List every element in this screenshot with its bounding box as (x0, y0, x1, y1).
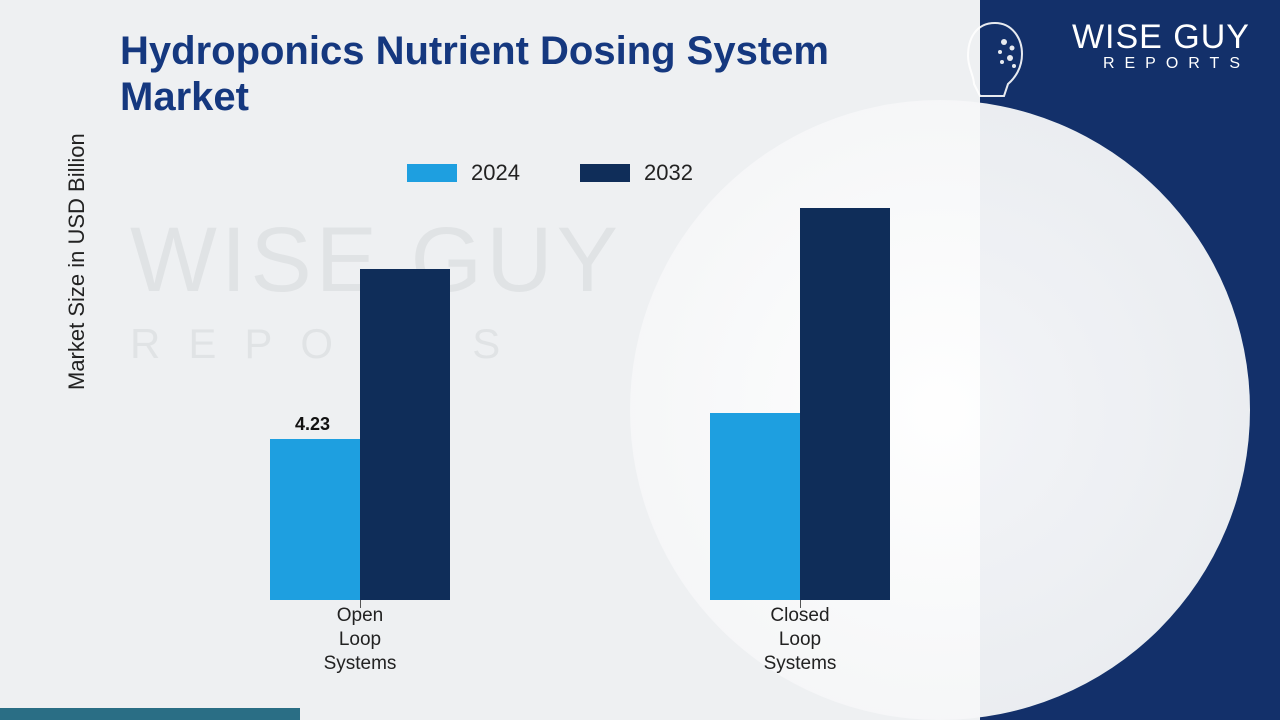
chart-area: 2024 2032 4.23 OpenLoopSystems ClosedLoo… (140, 160, 960, 640)
brand-logo-line2: REPORTS (1072, 55, 1250, 73)
accent-bar (0, 708, 300, 720)
bar-value-label: 4.23 (295, 414, 330, 435)
brand-logo-line1: WISE GUY (1072, 18, 1250, 57)
plot-area: 4.23 (140, 200, 960, 600)
legend-label-2024: 2024 (471, 160, 520, 186)
bar-2024-1 (710, 413, 800, 600)
brand-logo: WISE GUY REPORTS (1072, 18, 1250, 73)
brand-head-icon (960, 18, 1030, 98)
x-axis-labels: OpenLoopSystems ClosedLoopSystems (140, 604, 960, 684)
legend-swatch-2032 (580, 164, 630, 182)
bar-2024-0 (270, 439, 360, 600)
bar-2032-1 (800, 208, 890, 600)
x-label-closed-loop: ClosedLoopSystems (740, 604, 860, 675)
chart-title: Hydroponics Nutrient Dosing System Marke… (120, 28, 880, 120)
bar-2032-0 (360, 269, 450, 600)
legend-item-2024: 2024 (407, 160, 520, 186)
legend-label-2032: 2032 (644, 160, 693, 186)
legend-item-2032: 2032 (580, 160, 693, 186)
bar-group (710, 208, 890, 600)
y-axis-label: Market Size in USD Billion (64, 133, 90, 390)
legend: 2024 2032 (140, 160, 960, 186)
x-label-open-loop: OpenLoopSystems (300, 604, 420, 675)
legend-swatch-2024 (407, 164, 457, 182)
canvas: WISE GUY REPORTS Hydroponics Nutrient Do… (0, 0, 1280, 720)
